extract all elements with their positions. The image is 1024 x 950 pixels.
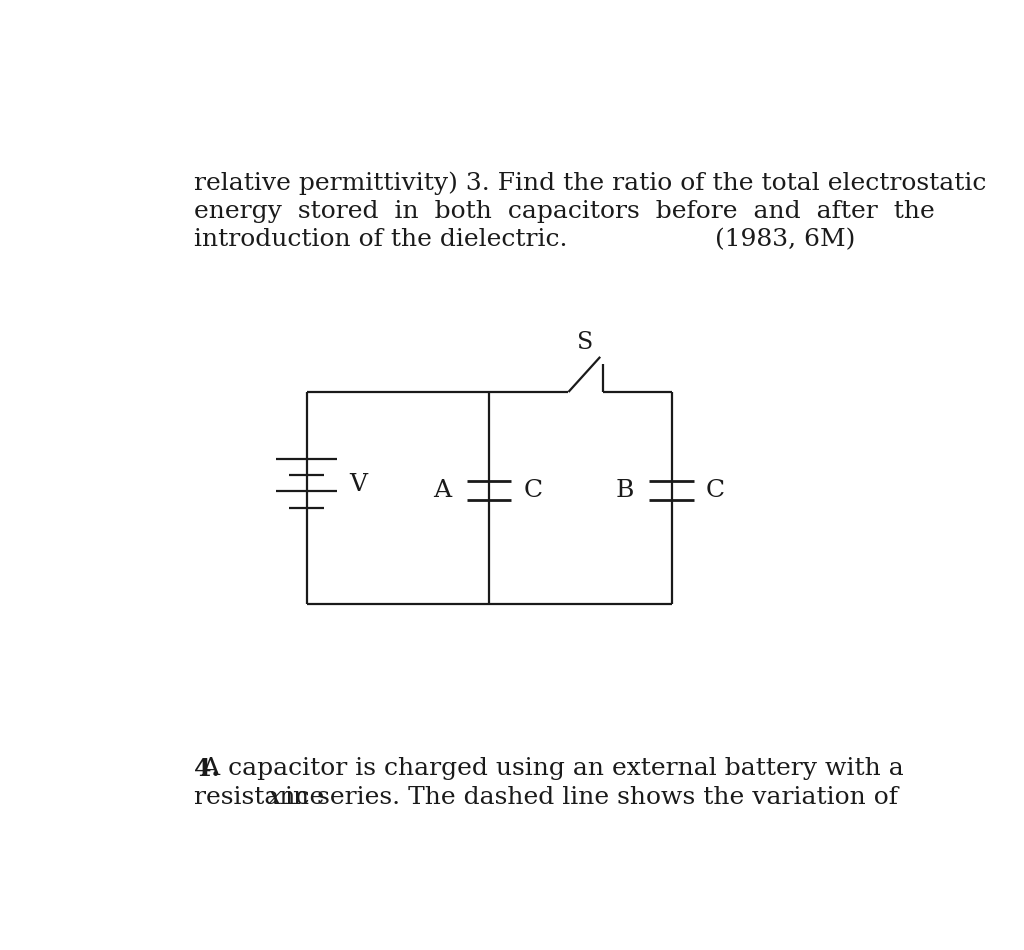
Text: (1983, 6M): (1983, 6M) (716, 228, 856, 251)
Text: in series. The dashed line shows the variation of: in series. The dashed line shows the var… (278, 786, 898, 808)
Text: V: V (349, 473, 368, 496)
Text: resistance: resistance (194, 786, 332, 808)
Text: A capacitor is charged using an external battery with a: A capacitor is charged using an external… (194, 757, 903, 780)
Text: x: x (267, 786, 282, 808)
Text: B: B (615, 479, 634, 503)
Text: relative permittivity) 3. Find the ratio of the total electrostatic: relative permittivity) 3. Find the ratio… (194, 172, 986, 196)
Text: introduction of the dielectric.: introduction of the dielectric. (194, 228, 567, 251)
Text: 4.: 4. (194, 757, 220, 781)
Text: C: C (523, 479, 543, 503)
Text: energy  stored  in  both  capacitors  before  and  after  the: energy stored in both capacitors before … (194, 200, 935, 223)
Text: A: A (433, 479, 451, 503)
Text: C: C (706, 479, 725, 503)
Text: S: S (577, 331, 593, 354)
